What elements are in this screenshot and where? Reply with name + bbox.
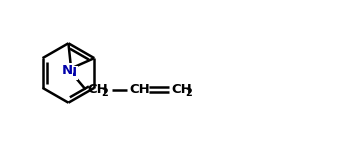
Text: N: N (66, 66, 77, 79)
Text: 2: 2 (185, 88, 192, 98)
Text: CH: CH (171, 83, 192, 96)
Text: CH: CH (130, 83, 150, 96)
Text: N: N (61, 64, 73, 77)
Text: 2: 2 (101, 88, 108, 98)
Text: CH: CH (88, 83, 108, 96)
